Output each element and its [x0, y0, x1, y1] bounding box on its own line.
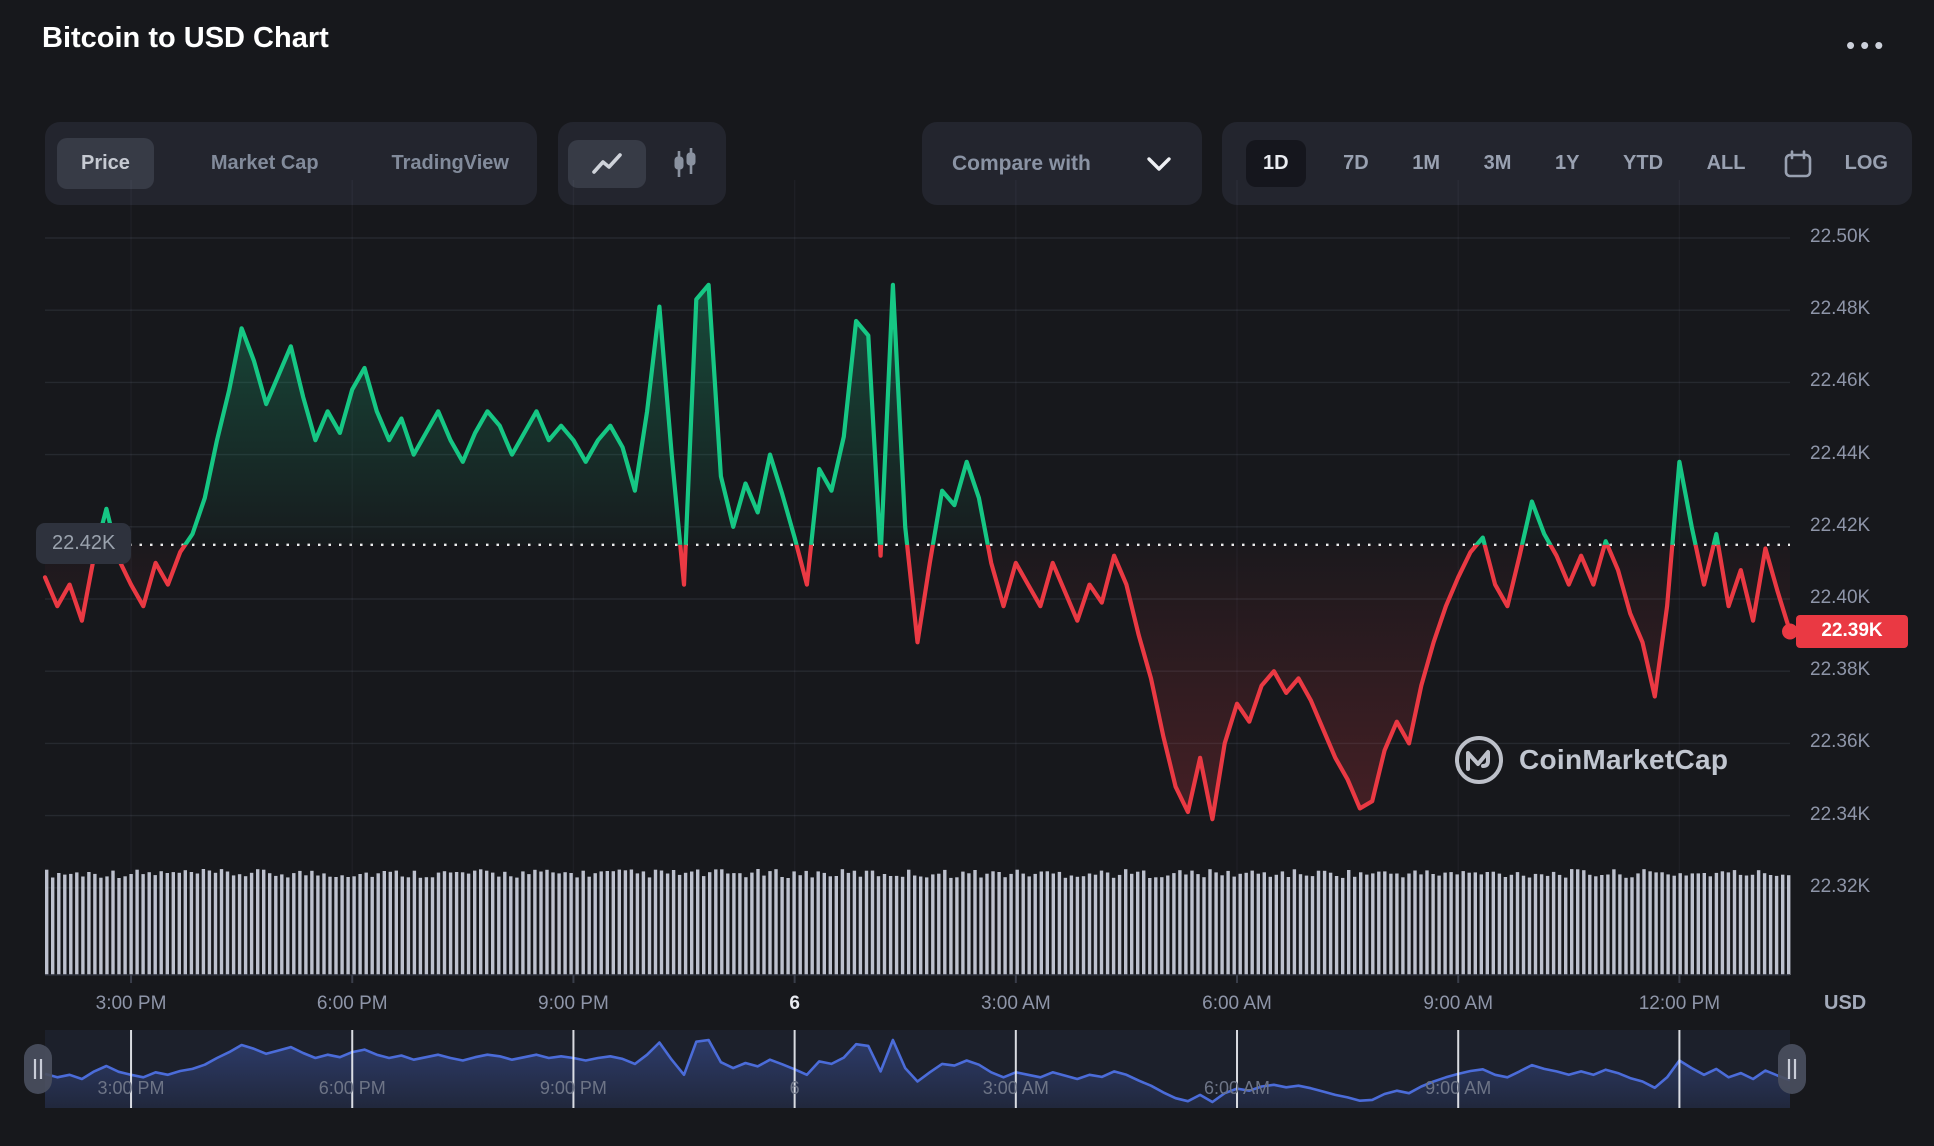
range-ytd[interactable]: YTD: [1623, 152, 1664, 174]
tab-market-cap[interactable]: Market Cap: [210, 152, 319, 174]
range-1d[interactable]: 1D: [1246, 140, 1306, 187]
tab-tradingview[interactable]: TradingView: [391, 152, 509, 174]
more-options-icon[interactable]: •••: [1846, 30, 1889, 60]
range-all[interactable]: ALL: [1706, 152, 1746, 174]
range-7d[interactable]: 7D: [1343, 152, 1369, 174]
range-1y[interactable]: 1Y: [1555, 152, 1580, 174]
gain-area-fill: [97, 284, 1719, 545]
loss-area-fill: [45, 544, 1790, 820]
chevron-down-icon: [1147, 156, 1171, 171]
line-chart-icon: [592, 152, 622, 174]
candlestick-chart-type-button[interactable]: [656, 137, 714, 191]
calendar-icon[interactable]: [1783, 149, 1813, 179]
navigator[interactable]: [24, 1030, 1806, 1108]
price-line-up: [94, 282, 1721, 545]
navigator-left-handle[interactable]: [24, 1044, 52, 1094]
candlestick-icon: [674, 147, 696, 177]
line-chart-type-button[interactable]: [568, 139, 646, 188]
last-price-dot: [1782, 623, 1798, 640]
range-3m[interactable]: 3M: [1483, 152, 1512, 174]
compare-with-label: Compare with: [952, 151, 1091, 175]
time-range-group: 1D 7D 1M 3M 1Y YTD ALL LOG: [1222, 122, 1912, 205]
chart-view-tab-group: Price Market Cap TradingView: [45, 122, 537, 205]
compare-with-dropdown[interactable]: Compare with: [922, 122, 1202, 205]
log-scale-toggle[interactable]: LOG: [1844, 152, 1888, 174]
navigator-right-handle[interactable]: [1778, 1044, 1806, 1094]
navigator-line: [44, 1038, 1791, 1104]
page-title: Bitcoin to USD Chart: [42, 22, 329, 54]
volume-bars: [45, 869, 1791, 975]
chart-type-toggle-group: [558, 122, 726, 205]
price-line-down: [42, 544, 1793, 822]
range-1m[interactable]: 1M: [1412, 152, 1441, 174]
tab-price[interactable]: Price: [57, 138, 154, 189]
